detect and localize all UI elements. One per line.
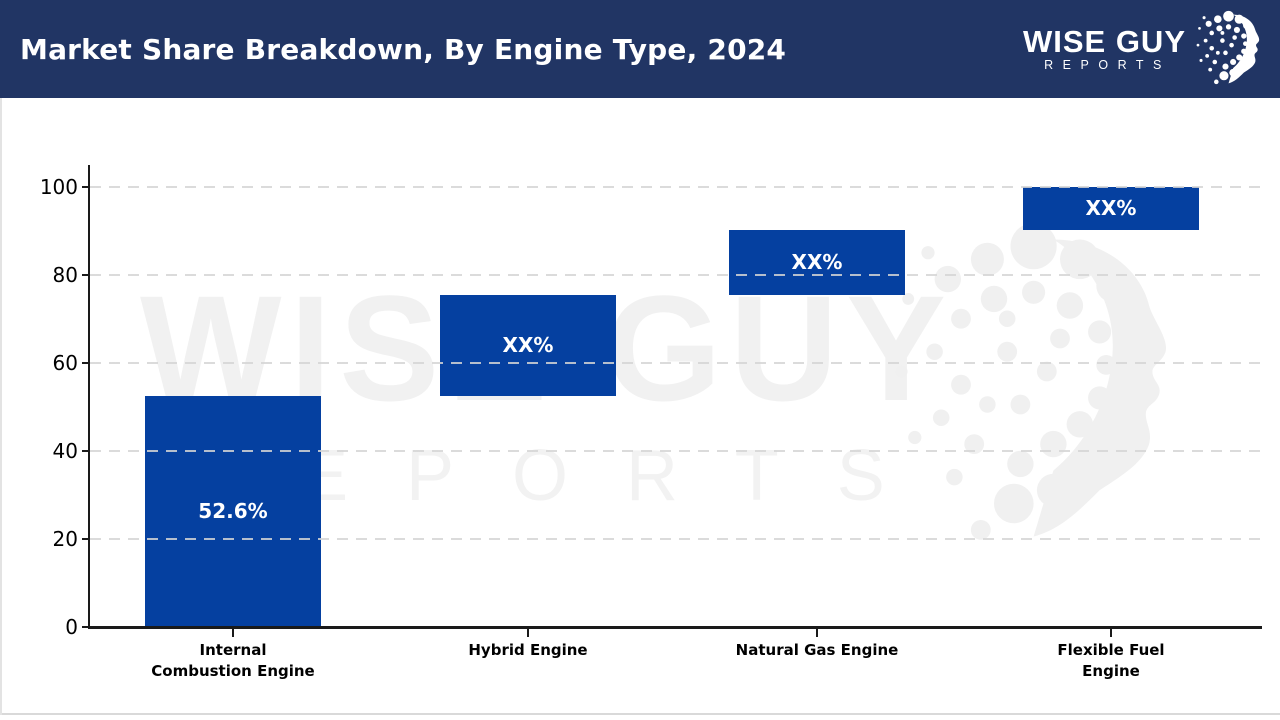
- y-axis-tick-mark: [82, 186, 89, 188]
- y-axis-tick-label: 80: [52, 263, 78, 287]
- bar-3: [729, 229, 905, 295]
- x-axis-tick-mark: [816, 629, 818, 637]
- x-axis-category-label: Flexible Fuel Engine: [1057, 641, 1165, 680]
- x-axis-tick-mark: [527, 629, 529, 637]
- gridline: [90, 274, 1262, 276]
- bar-value-label: XX%: [791, 250, 843, 275]
- bar-value-label: XX%: [1085, 196, 1137, 221]
- y-axis-tick-label: 40: [52, 439, 78, 463]
- y-axis-tick-mark: [82, 362, 89, 364]
- x-axis-tick-mark: [1110, 629, 1112, 637]
- page-title: Market Share Breakdown, By Engine Type, …: [20, 32, 787, 66]
- gridline: [90, 538, 1262, 540]
- x-axis-category-label: Internal Combustion Engine: [151, 641, 315, 680]
- bar-value-label: 52.6%: [198, 499, 268, 524]
- x-axis-tick-mark: [232, 629, 234, 637]
- logo-text: WISE GUY REPORTS: [1022, 23, 1186, 73]
- gridline: [90, 186, 1262, 188]
- bottom-divider: [0, 713, 1280, 715]
- header: Market Share Breakdown, By Engine Type, …: [0, 0, 1280, 98]
- gridline: [90, 362, 1262, 364]
- y-axis-tick-label: 100: [39, 175, 78, 199]
- logo-subtitle: REPORTS: [1044, 58, 1171, 73]
- y-axis-tick-label: 20: [52, 527, 78, 551]
- bar-2: [440, 294, 616, 396]
- y-axis-tick-label: 0: [65, 615, 78, 639]
- logo-wordmark: WISE GUY: [1022, 23, 1186, 59]
- logo-face-icon: [1188, 7, 1266, 91]
- gridline: [90, 450, 1262, 452]
- x-axis-category-label: Hybrid Engine: [468, 641, 588, 659]
- y-axis-tick-mark: [82, 274, 89, 276]
- left-divider: [0, 98, 2, 715]
- y-axis-tick-mark: [82, 450, 89, 452]
- bar-value-label: XX%: [502, 333, 554, 358]
- bar-1: [145, 395, 321, 627]
- x-axis-line: [88, 626, 1262, 629]
- x-axis-category-label: Natural Gas Engine: [735, 641, 899, 659]
- y-axis-line: [88, 165, 90, 628]
- y-axis-tick-label: 60: [52, 351, 78, 375]
- wiseguy-logo: WISE GUY REPORTS: [1023, 7, 1266, 91]
- bar-4: [1023, 187, 1199, 230]
- y-axis-tick-mark: [82, 538, 89, 540]
- y-axis-tick-mark: [82, 626, 89, 628]
